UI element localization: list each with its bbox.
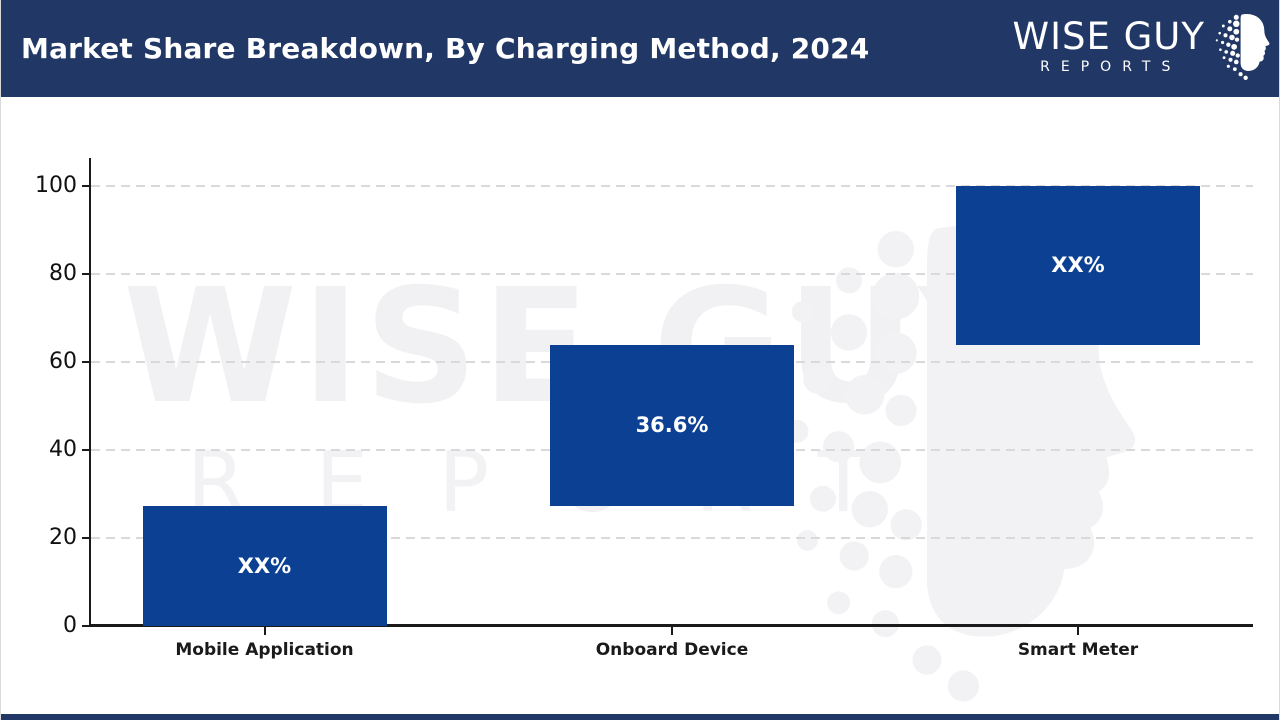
x-category-label: Mobile Application bbox=[175, 640, 354, 660]
bar-value-label: 36.6% bbox=[635, 413, 709, 438]
y-tick-mark bbox=[82, 537, 90, 539]
logo-wordmark: WISE GUY bbox=[1012, 15, 1205, 58]
bar-value-label: XX% bbox=[1051, 253, 1105, 278]
y-tick-label: 80 bbox=[49, 261, 77, 286]
y-tick-label: 60 bbox=[49, 349, 77, 374]
x-tick-mark bbox=[1077, 627, 1079, 635]
header-band: Market Share Breakdown, By Charging Meth… bbox=[1, 0, 1279, 97]
gridline bbox=[91, 273, 1253, 275]
y-tick-label: 0 bbox=[63, 613, 77, 638]
bar-value-label: XX% bbox=[237, 553, 292, 578]
logo-text: WISE GUY REPORTS bbox=[1013, 18, 1205, 75]
y-tick-label: 20 bbox=[49, 525, 77, 550]
y-tick-mark bbox=[82, 625, 90, 627]
y-axis bbox=[89, 158, 91, 626]
logo-subtext: REPORTS bbox=[1040, 59, 1182, 75]
y-tick-mark bbox=[82, 185, 90, 187]
x-category-label: Smart Meter bbox=[1017, 640, 1139, 660]
x-axis bbox=[89, 624, 1253, 627]
bar-segment bbox=[142, 505, 387, 626]
y-tick-label: 100 bbox=[35, 173, 77, 198]
footer-band bbox=[1, 714, 1279, 720]
x-tick-mark bbox=[671, 627, 673, 635]
gridline bbox=[91, 185, 1253, 187]
gridline bbox=[91, 537, 1253, 539]
page-title: Market Share Breakdown, By Charging Meth… bbox=[21, 32, 870, 65]
y-tick-mark bbox=[82, 273, 90, 275]
head-dots-icon bbox=[1201, 8, 1273, 90]
x-category-label: Onboard Device bbox=[595, 640, 749, 660]
y-tick-label: 40 bbox=[49, 437, 77, 462]
x-tick-mark bbox=[263, 627, 266, 635]
y-tick-mark bbox=[82, 449, 90, 451]
wise-guy-logo: WISE GUY REPORTS bbox=[1013, 6, 1267, 92]
y-tick-mark bbox=[82, 361, 90, 363]
